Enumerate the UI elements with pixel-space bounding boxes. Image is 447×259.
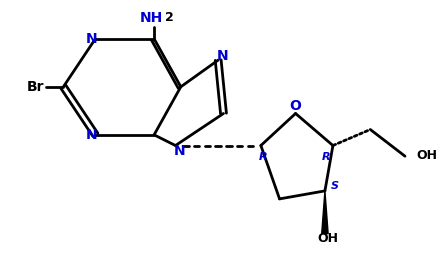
- Text: N: N: [85, 128, 97, 142]
- Text: N: N: [85, 32, 97, 46]
- Text: OH: OH: [317, 232, 338, 246]
- Text: N: N: [174, 144, 186, 158]
- Text: N: N: [217, 49, 228, 63]
- Text: 2: 2: [164, 11, 173, 24]
- Text: OH: OH: [417, 149, 438, 162]
- Text: R: R: [259, 152, 268, 162]
- Text: Br: Br: [27, 80, 44, 94]
- Text: S: S: [330, 181, 338, 191]
- Polygon shape: [322, 191, 328, 234]
- Text: O: O: [290, 99, 301, 113]
- Text: R: R: [322, 152, 331, 162]
- Text: NH: NH: [140, 11, 163, 25]
